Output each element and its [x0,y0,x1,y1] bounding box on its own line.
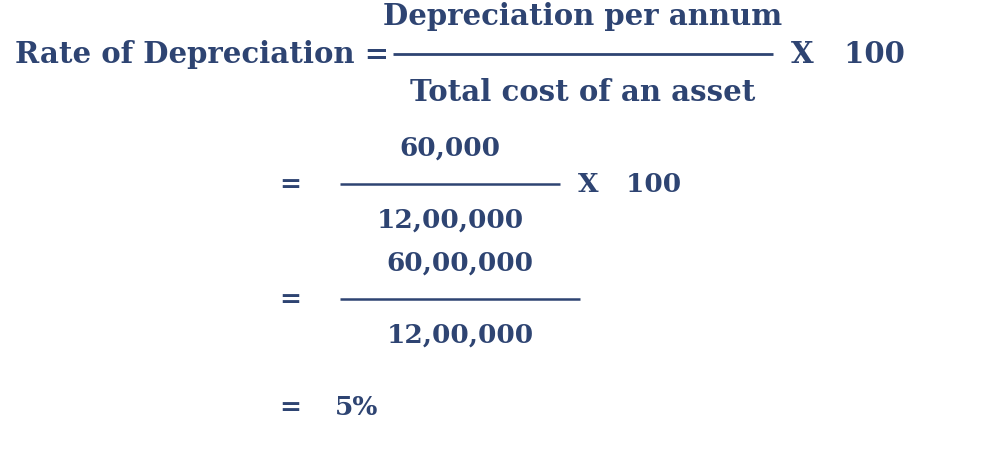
Text: 12,00,000: 12,00,000 [386,323,533,348]
Text: =: = [279,172,301,197]
Text: Total cost of an asset: Total cost of an asset [410,77,755,106]
Text: 5%: 5% [335,394,378,419]
Text: 12,00,000: 12,00,000 [376,207,523,233]
Text: 60,000: 60,000 [399,136,500,160]
Text: Rate of Depreciation =: Rate of Depreciation = [15,39,389,68]
Text: =: = [279,394,301,419]
Text: 60,00,000: 60,00,000 [386,250,533,275]
Text: =: = [279,287,301,311]
Text: X   100: X 100 [577,172,680,197]
Text: Depreciation per annum: Depreciation per annum [383,1,782,30]
Text: X   100: X 100 [791,39,904,68]
